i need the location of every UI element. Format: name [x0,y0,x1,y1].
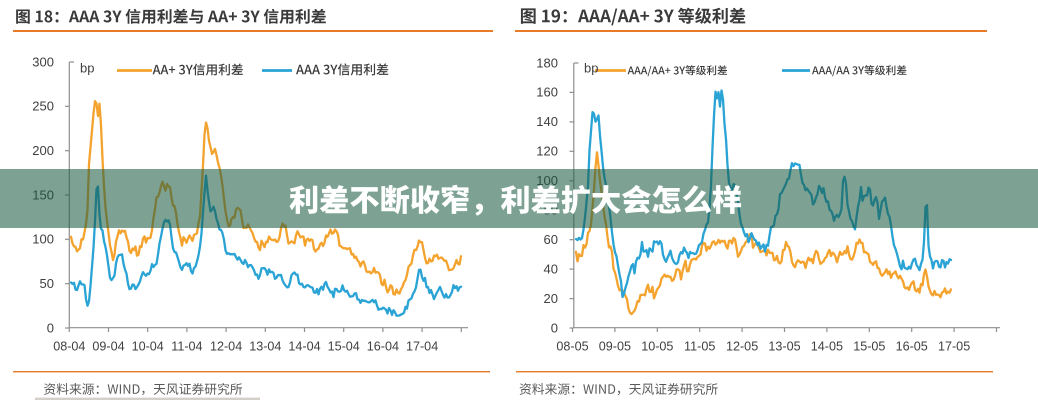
svg-text:12-04: 12-04 [210,340,242,354]
svg-text:11-05: 11-05 [684,340,715,354]
svg-text:20: 20 [544,291,558,306]
svg-text:0: 0 [47,320,54,335]
svg-text:08-05: 08-05 [556,340,588,354]
svg-text:14-05: 14-05 [811,340,843,354]
svg-text:50: 50 [40,276,54,291]
svg-text:08-04: 08-04 [53,340,85,354]
svg-text:bp: bp [80,61,94,76]
svg-text:13-04: 13-04 [249,340,281,354]
svg-text:15-05: 15-05 [853,340,885,354]
svg-text:16-05: 16-05 [896,340,928,354]
svg-text:13-05: 13-05 [768,340,800,354]
svg-text:10-05: 10-05 [641,340,673,354]
svg-text:300: 300 [32,54,54,69]
svg-text:09-04: 09-04 [92,340,124,354]
svg-text:17-05: 17-05 [938,340,970,354]
svg-text:17-04: 17-04 [406,340,438,354]
svg-text:09-05: 09-05 [599,340,631,354]
svg-text:14-04: 14-04 [288,340,320,354]
svg-text:0: 0 [551,320,558,335]
svg-text:200: 200 [32,143,54,158]
svg-text:16-04: 16-04 [367,340,399,354]
svg-text:140: 140 [536,114,558,129]
svg-text:15-04: 15-04 [328,340,360,354]
svg-text:250: 250 [32,99,54,114]
svg-text:11-04: 11-04 [171,340,202,354]
svg-text:120: 120 [536,144,558,159]
svg-text:10-04: 10-04 [132,340,164,354]
svg-text:12-05: 12-05 [726,340,758,354]
svg-text:60: 60 [544,232,558,247]
svg-text:40: 40 [544,261,558,276]
svg-text:bp: bp [584,61,598,76]
svg-text:180: 180 [536,55,558,70]
svg-text:100: 100 [32,232,54,247]
svg-text:160: 160 [536,85,558,100]
